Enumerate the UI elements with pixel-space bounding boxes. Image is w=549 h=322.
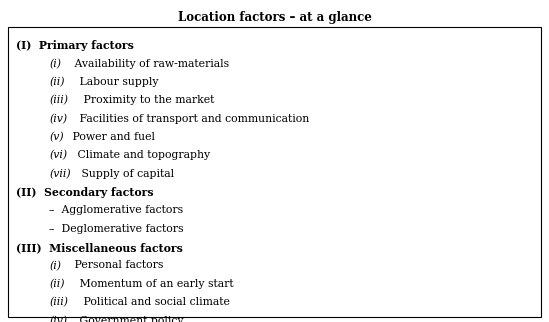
Text: Availability of raw-materials: Availability of raw-materials [71,59,229,69]
FancyBboxPatch shape [8,27,541,317]
Text: –  Deglomerative factors: – Deglomerative factors [49,224,184,234]
Text: Facilities of transport and communication: Facilities of transport and communicatio… [76,114,309,124]
Text: (vii): (vii) [49,169,71,179]
Text: (iv): (iv) [49,114,68,124]
Text: (I)  Primary factors: (I) Primary factors [16,40,135,51]
Text: (i): (i) [49,260,61,271]
Text: (III)  Miscellaneous factors: (III) Miscellaneous factors [16,242,183,253]
Text: Personal factors: Personal factors [71,260,164,270]
Text: (iv): (iv) [49,316,68,322]
Text: Power and fuel: Power and fuel [69,132,155,142]
Text: (iii): (iii) [49,95,69,106]
Text: (iii): (iii) [49,297,69,308]
Text: Supply of capital: Supply of capital [78,169,174,179]
Text: (II)  Secondary factors: (II) Secondary factors [16,187,154,198]
Text: Government policy: Government policy [76,316,183,322]
Text: Political and social climate: Political and social climate [80,297,230,307]
Text: (vi): (vi) [49,150,68,161]
Text: –  Agglomerative factors: – Agglomerative factors [49,205,183,215]
Text: Labour supply: Labour supply [76,77,158,87]
Text: (v): (v) [49,132,64,142]
Text: (i): (i) [49,59,61,69]
Text: (ii): (ii) [49,279,65,289]
Text: Location factors – at a glance: Location factors – at a glance [177,11,372,24]
Text: (ii): (ii) [49,77,65,87]
Text: Climate and topography: Climate and topography [74,150,210,160]
Text: Proximity to the market: Proximity to the market [80,95,215,105]
Text: Momentum of an early start: Momentum of an early start [76,279,233,289]
